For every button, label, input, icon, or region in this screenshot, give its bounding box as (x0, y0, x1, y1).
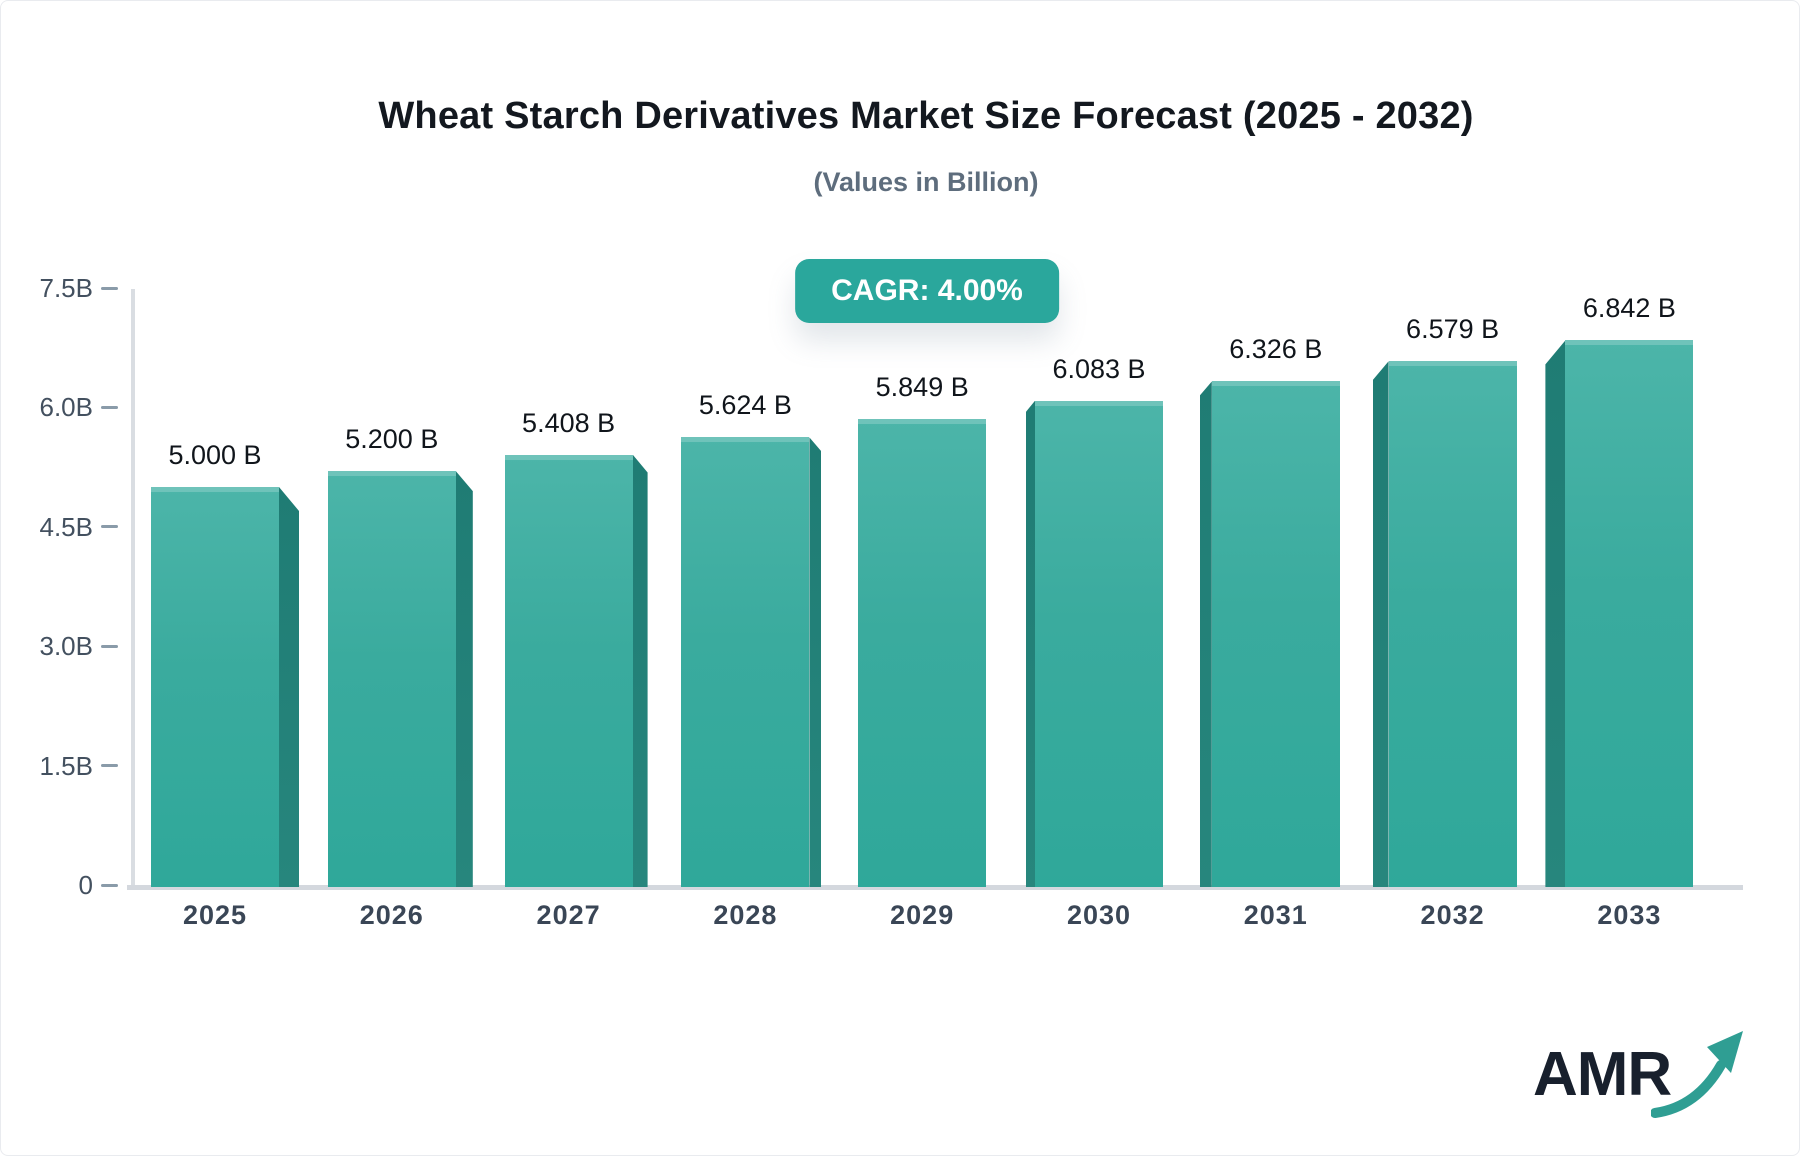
y-tick-label-0: 0 (78, 870, 93, 900)
x-category-label-2030: 2030 (1066, 900, 1132, 930)
bar-value-label-2028: 5.624 B (698, 390, 792, 421)
x-category-label-2029: 2029 (890, 900, 955, 930)
cagr-badge: CAGR: 4.00% (795, 259, 1059, 323)
bar-value-label-2027: 5.408 B (522, 407, 616, 438)
y-tick-label-6.0B: 6.0B (39, 392, 94, 423)
x-category-label-2028: 2028 (713, 900, 778, 930)
chart-title: Wheat Starch Derivatives Market Size For… (378, 95, 1474, 137)
bar-value-label-2033: 6.842 B (1582, 293, 1676, 324)
bar-2030 (1035, 400, 1163, 887)
bar-value-label-2025: 5.000 B (168, 440, 262, 470)
x-category-label-2033: 2033 (1597, 900, 1662, 930)
bar-side-2033 (1545, 340, 1566, 887)
y-tick-dash (101, 525, 118, 529)
bar-2027 (504, 454, 633, 887)
bar-2032 (1388, 361, 1517, 887)
bar-value-label-2031: 6.326 B (1229, 334, 1323, 365)
y-tick-label-1.5B: 1.5B (39, 750, 94, 781)
y-axis-line (131, 289, 135, 885)
y-tick-dash (101, 405, 118, 409)
y-tick-dash (101, 644, 118, 648)
bar-2026 (327, 471, 456, 887)
bar-2028 (681, 437, 810, 887)
x-category-label-2025: 2025 (182, 900, 248, 930)
bar-2029 (858, 419, 987, 887)
y-tick-label-3.0B: 3.0B (39, 631, 94, 662)
bar-value-label-2029: 5.849 B (875, 372, 969, 403)
x-category-label-2026: 2026 (359, 900, 424, 930)
bar-side-2032 (1372, 361, 1389, 887)
bar-side-2025 (279, 487, 299, 887)
bar-side-2026 (455, 471, 473, 887)
chart-subtitle: (Values in Billion) (813, 167, 1039, 197)
bar-side-2030 (1026, 400, 1035, 887)
bar-value-label-2026: 5.200 B (345, 424, 439, 455)
logo-text: AMR (1533, 1040, 1672, 1109)
x-category-label-2027: 2027 (536, 900, 601, 930)
bar-value-label-2030: 6.083 B (1052, 353, 1146, 384)
bar-side-2027 (632, 454, 648, 887)
y-tick-dash (101, 883, 118, 887)
bar-2025 (151, 487, 279, 887)
amr-logo: AMR (1533, 1027, 1743, 1118)
growth-arrow-icon (1651, 1031, 1743, 1118)
bar-side-2028 (809, 437, 822, 887)
bar-value-label-2032: 6.579 B (1406, 314, 1500, 345)
x-category-label-2032: 2032 (1420, 900, 1485, 930)
y-tick-dash (101, 286, 118, 290)
bar-side-2031 (1199, 381, 1212, 887)
y-tick-label-7.5B: 7.5B (39, 273, 94, 303)
bar-2033 (1565, 340, 1694, 887)
y-tick-dash (101, 764, 118, 768)
y-tick-label-4.5B: 4.5B (39, 511, 94, 542)
x-category-label-2031: 2031 (1243, 900, 1308, 930)
bar-2031 (1211, 381, 1340, 887)
x-axis-line (127, 885, 1743, 890)
